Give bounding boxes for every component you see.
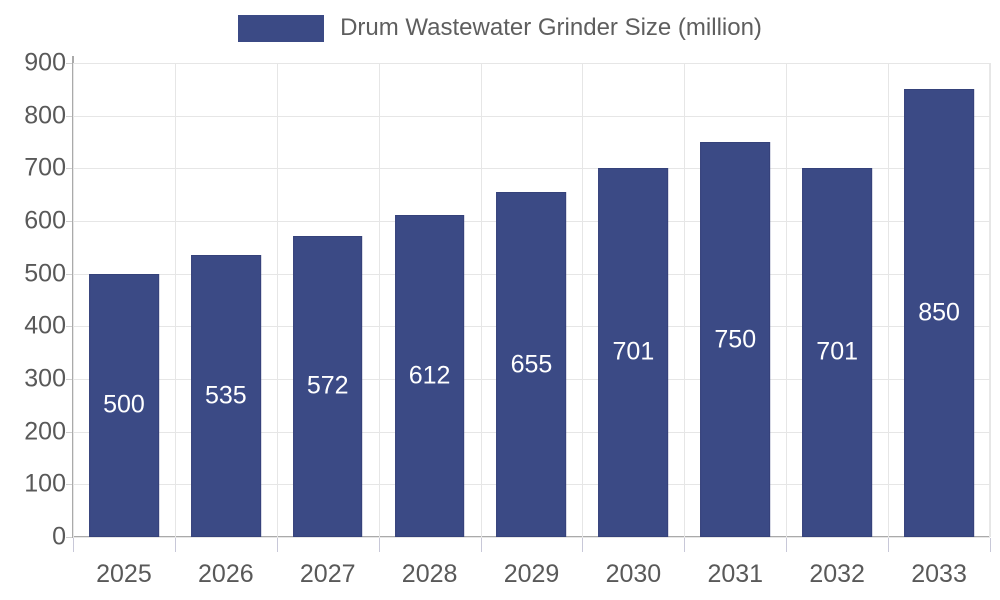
x-axis-tick-mark	[73, 538, 74, 552]
bar-value-label: 750	[714, 325, 757, 353]
legend-label: Drum Wastewater Grinder Size (million)	[340, 14, 762, 41]
bar-group: 701	[582, 63, 684, 537]
y-axis-tick-mark	[66, 63, 73, 64]
y-axis-tick-mark	[66, 168, 73, 170]
bar-group: 701	[786, 63, 888, 537]
y-axis-tick-mark	[66, 273, 73, 275]
x-axis-tick-label: 2033	[911, 560, 967, 588]
x-axis-tick-label: 2029	[503, 560, 560, 588]
x-axis-tick-mark	[277, 538, 278, 552]
bar-value-label: 500	[103, 390, 145, 419]
x-axis-tick-mark	[786, 538, 787, 552]
legend-swatch-icon	[238, 14, 325, 42]
bar[interactable]	[700, 142, 771, 537]
bar[interactable]	[394, 214, 465, 537]
y-axis-tick-label: 300	[24, 364, 66, 393]
bar[interactable]	[802, 167, 873, 537]
chart-legend: Drum Wastewater Grinder Size (million)	[0, 0, 1000, 56]
bar-group: 535	[175, 63, 277, 537]
y-axis-tick-mark	[66, 379, 73, 380]
gridline-horizontal	[73, 115, 990, 117]
gridline-vertical	[990, 63, 991, 537]
y-axis-tick-label: 800	[24, 101, 66, 130]
gridline-vertical	[786, 63, 787, 537]
x-axis-tick-label: 2030	[605, 560, 662, 588]
bar[interactable]	[496, 192, 567, 537]
x-axis-tick-label: 2027	[299, 560, 356, 588]
y-axis-tick-mark	[66, 115, 73, 117]
y-axis-labels: 0 100 200 300 400 500 600 700 800 900	[0, 0, 73, 600]
bar-group: 612	[379, 63, 481, 537]
plot-area: 500 535 572 612 655 701 750 701 850	[73, 63, 991, 538]
bar[interactable]	[190, 255, 261, 537]
x-axis-tick-label: 2025	[96, 560, 152, 588]
bar[interactable]	[598, 167, 669, 537]
bar-value-label: 701	[816, 337, 859, 366]
bar-group: 750	[684, 63, 786, 537]
gridline-horizontal	[73, 63, 990, 64]
gridline-horizontal	[73, 537, 990, 538]
bar-value-label: 701	[612, 337, 655, 366]
x-axis-tick-label: 2031	[707, 560, 764, 588]
x-axis-tick-mark	[379, 538, 380, 552]
gridline-horizontal	[73, 168, 990, 170]
x-axis-tick-mark	[990, 538, 991, 552]
bar[interactable]	[89, 273, 159, 537]
bar[interactable]	[904, 89, 974, 537]
bar-group: 850	[888, 63, 990, 537]
y-axis-tick-label: 200	[24, 417, 66, 446]
gridline-vertical	[481, 63, 482, 537]
bar-value-label: 850	[918, 298, 960, 327]
bar-group: 500	[73, 63, 175, 537]
y-axis-tick-mark	[66, 221, 73, 222]
x-axis-tick-mark	[684, 538, 685, 552]
gridline-vertical	[888, 63, 889, 537]
y-axis-tick-label: 700	[24, 153, 66, 182]
y-axis-tick-mark	[66, 537, 73, 538]
x-axis-tick-mark	[481, 538, 482, 552]
y-axis-tick-mark	[66, 484, 73, 486]
y-axis-tick-label: 900	[24, 48, 66, 77]
x-axis-tick-label: 2026	[198, 560, 254, 588]
x-axis-tick-mark	[888, 538, 889, 552]
bar-value-label: 535	[204, 381, 247, 410]
bar-value-label: 572	[306, 371, 349, 400]
y-axis-tick-label: 500	[24, 259, 66, 288]
y-axis-tick-mark	[66, 326, 73, 328]
x-axis-labels: 2025 2026 2027 2028 2029 2030 2031 2032 2033	[73, 538, 991, 600]
bar-value-label: 612	[408, 361, 451, 390]
gridline-vertical	[684, 63, 685, 537]
y-axis-tick-label: 600	[24, 206, 66, 235]
plot-frame-right	[989, 63, 990, 537]
y-axis-tick-label: 400	[24, 311, 66, 340]
gridline-vertical	[379, 63, 380, 537]
y-axis-tick-label: 0	[52, 522, 66, 551]
x-axis-tick-label: 2032	[809, 560, 865, 588]
y-axis-tick-label: 100	[24, 469, 66, 498]
gridline-vertical	[582, 63, 583, 537]
bar-group: 655	[481, 63, 583, 537]
y-axis-tick-mark	[66, 431, 73, 433]
legend-item[interactable]: Drum Wastewater Grinder Size (million)	[238, 14, 762, 42]
x-axis-tick-mark	[175, 538, 176, 552]
x-axis-tick-mark	[582, 538, 583, 552]
gridline-vertical	[175, 63, 176, 537]
bar-group: 572	[277, 63, 379, 537]
bar-value-label: 655	[510, 350, 553, 379]
bar[interactable]	[292, 235, 363, 537]
gridline-vertical	[277, 63, 278, 537]
x-axis-tick-label: 2028	[401, 560, 458, 588]
gridline-vertical	[73, 63, 74, 537]
